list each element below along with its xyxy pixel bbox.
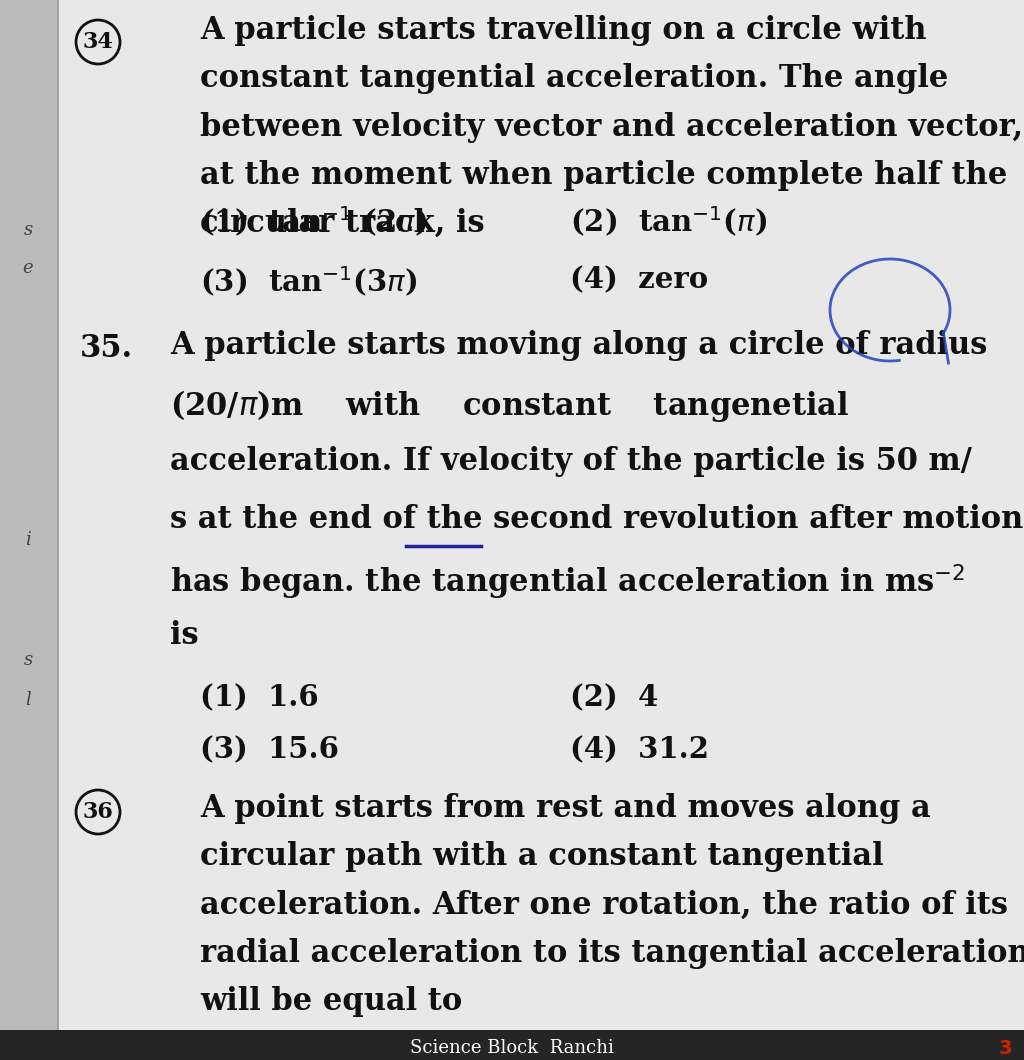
Text: has began. the tangential acceleration in ms$^{-2}$: has began. the tangential acceleration i… [170,562,966,601]
Text: s: s [24,651,33,669]
Text: e: e [23,259,34,277]
Text: 35.: 35. [80,333,133,364]
Text: (3)  tan$^{-1}$(3$\pi$): (3) tan$^{-1}$(3$\pi$) [200,265,418,299]
Text: s at the end of the second revolution after motion: s at the end of the second revolution af… [170,504,1023,535]
Text: (1)  tan$^{-1}$ (2$\pi$): (1) tan$^{-1}$ (2$\pi$) [200,205,427,240]
Text: (1)  1.6: (1) 1.6 [200,683,318,712]
Text: is: is [170,620,199,651]
Text: (2)  4: (2) 4 [570,683,658,712]
Text: i: i [26,531,31,549]
Text: acceleration. If velocity of the particle is 50 m/: acceleration. If velocity of the particl… [170,446,972,477]
Text: Science Block  Ranchi: Science Block Ranchi [410,1039,614,1057]
Text: l: l [26,691,31,709]
Text: A particle starts travelling on a circle with
constant tangential acceleration. : A particle starts travelling on a circle… [200,15,1023,240]
Text: A point starts from rest and moves along a
circular path with a constant tangent: A point starts from rest and moves along… [200,793,1024,1018]
Text: 36: 36 [83,801,114,823]
Text: (2)  tan$^{-1}$($\pi$): (2) tan$^{-1}$($\pi$) [570,205,767,240]
Text: 3: 3 [998,1039,1012,1058]
Text: (20/$\pi$)m    with    constant    tangenetial: (20/$\pi$)m with constant tangenetial [170,388,850,424]
Text: A particle starts moving along a circle of radius: A particle starts moving along a circle … [170,330,987,361]
Text: 34: 34 [83,31,114,53]
FancyBboxPatch shape [58,0,1024,1060]
Text: (4)  zero: (4) zero [570,265,709,294]
Text: s: s [24,220,33,238]
FancyBboxPatch shape [0,0,58,1060]
Text: (3)  15.6: (3) 15.6 [200,735,339,764]
FancyBboxPatch shape [0,1030,1024,1060]
Text: (4)  31.2: (4) 31.2 [570,735,709,764]
